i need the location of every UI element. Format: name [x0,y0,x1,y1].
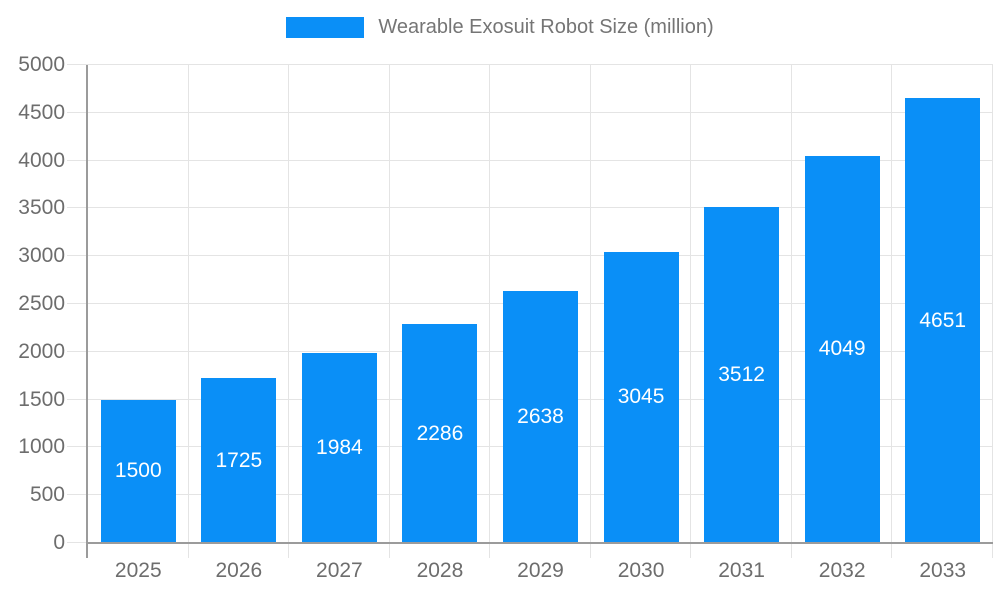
x-axis-tick [187,543,189,558]
legend-label: Wearable Exosuit Robot Size (million) [378,16,714,38]
y-axis-tick [67,255,88,257]
gridline-v [790,65,792,543]
y-axis-tick-label: 3000 [18,244,65,268]
y-axis-tick [67,494,88,496]
y-axis-tick [67,207,88,209]
x-axis-line [86,542,993,544]
bar[interactable]: 2286 [402,324,478,543]
bar[interactable]: 1500 [100,399,176,543]
gridline-v [992,65,993,543]
x-axis-tick-label: 2025 [114,559,162,582]
y-axis-tick-label: 2500 [18,292,65,315]
y-axis-tick-label: 4000 [18,148,65,172]
gridline-v [388,65,390,543]
x-axis-tick-label: 2026 [215,559,263,582]
x-axis-tick-label: 2028 [416,559,464,582]
gridline-v [489,65,491,543]
y-axis-tick-label: 4500 [18,100,65,124]
x-axis-tick-label: 2030 [617,559,665,582]
gridline-h [88,159,993,161]
y-axis-tick-label: 500 [29,483,65,507]
y-axis-line [86,65,88,558]
bar-value-label: 1725 [215,448,263,472]
y-axis-tick [67,398,88,400]
bar-value-label: 4049 [818,337,866,361]
bar-value-label: 1500 [114,459,162,483]
x-axis-tick-label: 2032 [818,559,866,582]
y-axis-tick-label: 1000 [18,435,65,459]
y-axis-tick-label: 0 [53,531,65,554]
y-axis-tick-label: 2000 [18,339,65,363]
gridline-h [88,64,993,65]
legend[interactable]: Wearable Exosuit Robot Size (million) [0,16,1000,39]
gridline-v [690,65,692,543]
bar[interactable]: 4651 [905,98,981,543]
y-axis-tick [67,542,88,543]
x-axis-tick-label: 2029 [517,559,564,582]
y-axis-tick [67,64,88,65]
x-axis-tick [589,543,591,558]
x-axis-tick-label: 2033 [919,559,967,582]
x-axis-tick-label: 2027 [316,559,363,582]
gridline-v [891,65,893,543]
bar-value-label: 3045 [617,385,665,409]
bar-value-label: 2286 [416,421,464,445]
x-axis-tick [690,543,692,558]
gridline-v [187,65,189,543]
bar[interactable]: 1725 [201,378,277,543]
x-axis-tick [288,543,290,558]
x-axis-tick [891,543,893,558]
bar-value-label: 1984 [316,436,363,460]
bar[interactable]: 3512 [704,207,780,543]
bar[interactable]: 4049 [804,155,880,543]
gridline-v [589,65,591,543]
bar[interactable]: 3045 [603,251,679,543]
bar-value-label: 2638 [517,404,564,428]
y-axis-tick [67,446,88,448]
gridline-h [88,111,993,113]
bar[interactable]: 2638 [503,290,578,543]
y-axis-tick-label: 3500 [18,196,65,220]
bar-value-label: 4651 [919,308,967,332]
gridline-h [88,207,993,209]
y-axis-tick-label: 1500 [18,387,65,411]
x-axis-tick [489,543,491,558]
y-axis-tick [67,303,88,304]
y-axis-tick [67,111,88,113]
y-axis-tick-label: 5000 [18,53,65,76]
bar[interactable]: 1984 [301,353,377,543]
x-axis-tick [388,543,390,558]
x-axis-tick [992,543,993,558]
gridline-v [288,65,290,543]
x-axis-tick [790,543,792,558]
y-axis-tick [67,350,88,352]
legend-swatch [286,17,365,38]
gridline-h [88,255,993,257]
x-axis-tick-label: 2031 [718,559,765,582]
bar-value-label: 3512 [718,363,765,387]
y-axis-tick [67,159,88,161]
